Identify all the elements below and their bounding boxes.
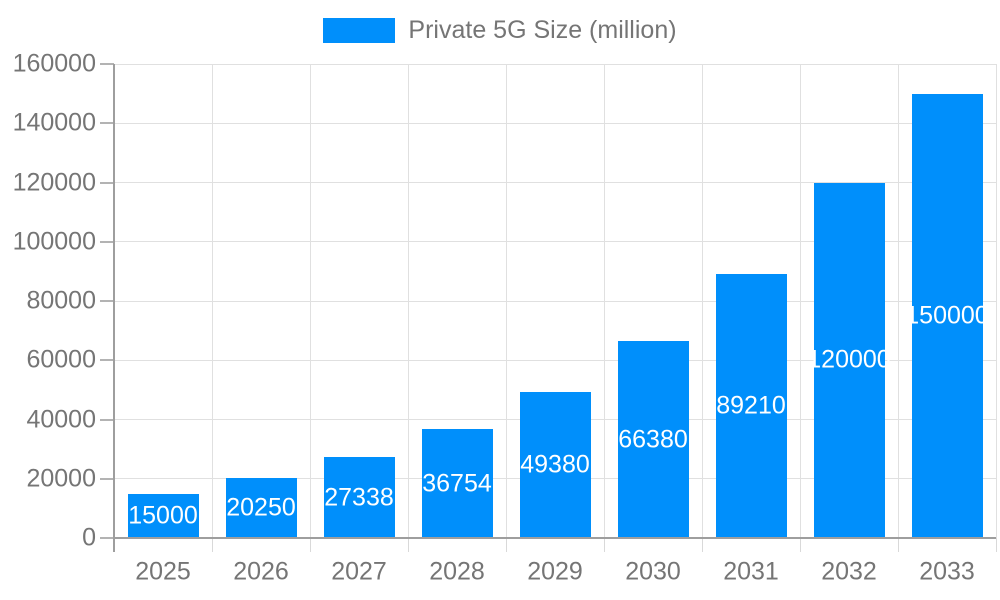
y-tick-label: 80000 <box>26 286 96 315</box>
y-tick-label: 0 <box>82 523 96 552</box>
y-axis-tick <box>100 181 114 184</box>
x-axis-tick <box>799 538 801 552</box>
x-tick-label: 2027 <box>331 557 387 586</box>
gridline-horizontal <box>114 241 996 243</box>
gridline-vertical <box>897 64 899 538</box>
gridline-vertical <box>211 64 213 538</box>
y-axis-tick <box>100 300 114 302</box>
gridline-vertical <box>407 64 409 538</box>
y-axis-tick <box>100 63 114 65</box>
x-tick-label: 2029 <box>527 557 583 586</box>
gridline-vertical <box>603 64 605 538</box>
x-tick-label: 2032 <box>821 557 877 586</box>
bar-2026[interactable] <box>225 478 297 537</box>
bar-value-label: 20250 <box>226 493 296 522</box>
x-tick-label: 2033 <box>919 557 975 586</box>
gridline-horizontal <box>114 122 996 124</box>
x-tick-label: 2028 <box>429 557 485 586</box>
y-tick-label: 40000 <box>26 405 96 433</box>
x-tick-label: 2031 <box>723 557 779 586</box>
gridline-vertical <box>505 64 507 538</box>
bar-2027[interactable] <box>323 457 395 537</box>
bar-value-label: 27338 <box>324 483 394 511</box>
legend-swatch <box>323 18 396 43</box>
gridline-vertical <box>799 64 801 538</box>
y-tick-label: 100000 <box>12 227 96 256</box>
y-axis-line <box>113 64 115 552</box>
x-axis-line <box>113 537 996 539</box>
gridline-horizontal <box>114 300 996 302</box>
x-tick-label: 2030 <box>625 557 681 586</box>
gridline-horizontal <box>114 63 996 65</box>
x-axis-tick <box>701 538 703 552</box>
x-axis-tick <box>211 538 213 552</box>
bar-2030[interactable] <box>617 341 689 537</box>
bar-value-label: 150000 <box>905 301 989 330</box>
y-tick-label: 20000 <box>26 464 96 493</box>
bar-value-label: 36754 <box>422 469 492 498</box>
y-tick-label: 60000 <box>26 345 96 374</box>
x-tick-label: 2026 <box>233 557 289 586</box>
bar-2025[interactable] <box>127 493 199 537</box>
x-axis-tick <box>897 538 899 552</box>
bar-value-label: 49380 <box>520 450 590 479</box>
y-axis-tick <box>100 477 114 480</box>
bar-value-label: 120000 <box>807 345 891 374</box>
gridline-vertical <box>995 64 997 538</box>
gridline-vertical <box>309 64 311 538</box>
x-axis-tick <box>505 538 507 552</box>
y-tick-label: 140000 <box>12 108 96 137</box>
bar-value-label: 15000 <box>128 501 198 530</box>
bar-2031[interactable] <box>715 273 787 537</box>
bar-2033[interactable] <box>911 93 983 537</box>
y-axis-tick <box>100 240 114 243</box>
y-axis-tick <box>100 122 114 125</box>
x-axis-tick <box>603 538 605 552</box>
x-axis-tick <box>407 538 409 552</box>
bar-2028[interactable] <box>421 429 493 537</box>
bar-2029[interactable] <box>519 391 591 537</box>
gridline-horizontal <box>114 359 996 361</box>
gridline-horizontal <box>114 182 996 183</box>
legend: Private 5G Size (million) <box>0 16 1000 45</box>
y-tick-label: 120000 <box>12 168 96 196</box>
y-axis-tick <box>100 537 114 539</box>
legend-label: Private 5G Size (million) <box>408 16 677 44</box>
x-tick-label: 2025 <box>135 557 191 586</box>
legend-item[interactable]: Private 5G Size (million) <box>323 16 677 45</box>
x-axis-tick <box>309 538 311 552</box>
bar-2032[interactable] <box>813 182 885 537</box>
bar-value-label: 66380 <box>618 425 688 454</box>
y-tick-label: 160000 <box>12 49 96 78</box>
x-axis-tick <box>995 538 997 552</box>
bar-value-label: 89210 <box>716 391 786 420</box>
gridline-vertical <box>701 64 703 538</box>
y-axis-tick <box>100 359 114 362</box>
y-axis-tick <box>100 418 114 421</box>
